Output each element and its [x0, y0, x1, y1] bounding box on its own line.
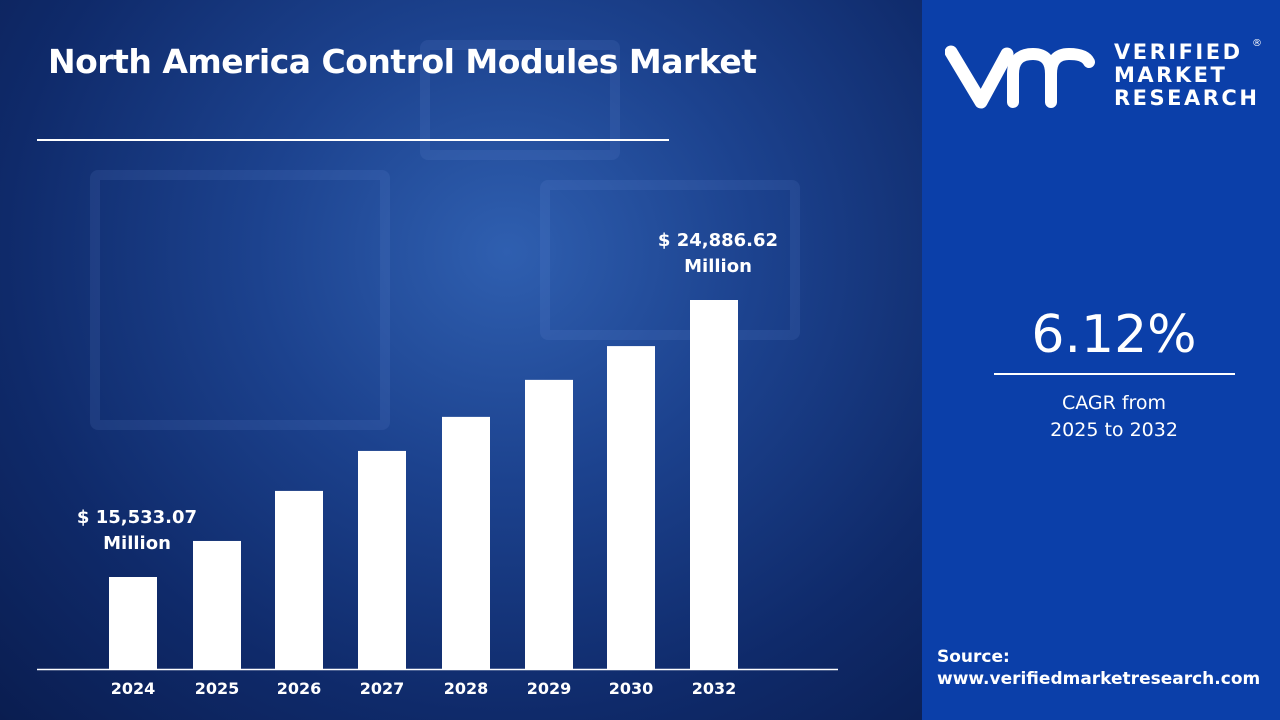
cagr-label-line: 2025 to 2032 [1050, 419, 1178, 441]
cagr-value: 6.12% [1031, 305, 1197, 365]
bar-2024 [109, 577, 157, 669]
bar-2030 [607, 346, 655, 669]
x-tick-label: 2032 [692, 679, 737, 698]
brand-line: RESEARCH [1114, 86, 1260, 110]
chart-title: North America Control Modules Market [48, 42, 757, 81]
circuit-decoration [540, 180, 800, 340]
data-label: $ 24,886.62 [658, 230, 778, 251]
vmr-logo-icon [945, 45, 1095, 109]
brand-line: VERIFIED [1114, 40, 1243, 64]
x-tick-label: 2024 [111, 679, 156, 698]
bar-2026 [275, 490, 323, 669]
x-tick-label: 2029 [527, 679, 572, 698]
cagr-label-line: CAGR from [1061, 392, 1167, 414]
source: Source: www.verifiedmarketresearch.com [937, 646, 1260, 690]
x-tick-label: 2026 [277, 679, 322, 698]
data-label: Million [684, 256, 752, 277]
source-label: Source: [937, 647, 1010, 667]
data-label: Million [103, 533, 171, 554]
title-divider [37, 139, 669, 141]
source-url[interactable]: www.verifiedmarketresearch.com [937, 669, 1261, 689]
cagr-label: CAGR from 2025 to 2032 [994, 390, 1234, 444]
bar-2025 [193, 540, 241, 669]
side-panel [922, 0, 1280, 720]
bar-2027 [358, 450, 406, 669]
brand-line: MARKET [1114, 63, 1228, 87]
bar-2032 [690, 300, 738, 669]
registered-mark: ® [1252, 38, 1262, 49]
bar-chart: 2024 2025 2026 2027 2028 2029 2030 2032 $ 15,533… [37, 230, 838, 698]
x-tick-label: 2027 [360, 679, 405, 698]
circuit-decoration [90, 170, 390, 430]
bar-2028 [442, 416, 490, 669]
x-tick-label: 2025 [195, 679, 240, 698]
bar-2029 [525, 379, 573, 669]
cagr-divider [994, 373, 1235, 375]
x-tick-label: 2028 [444, 679, 489, 698]
data-label: $ 15,533.07 [77, 507, 197, 528]
circuit-decoration [420, 40, 620, 160]
brand-name: VERIFIED MARKET RESEARCH [1114, 41, 1259, 110]
x-tick-label: 2030 [609, 679, 654, 698]
